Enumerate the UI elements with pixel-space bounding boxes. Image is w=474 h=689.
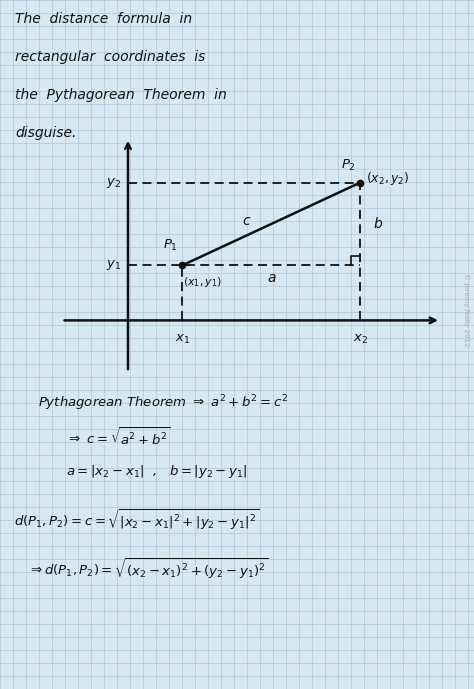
Text: $d(P_1, P_2) = c = \sqrt{|x_2 - x_1|^2 + |y_2 - y_1|^2}$: $d(P_1, P_2) = c = \sqrt{|x_2 - x_1|^2 +… xyxy=(14,508,259,533)
Text: $P_1$: $P_1$ xyxy=(164,238,179,254)
Text: Pythagorean Theorem $\Rightarrow$ $a^2 + b^2 = c^2$: Pythagorean Theorem $\Rightarrow$ $a^2 +… xyxy=(38,393,288,413)
Text: $b$: $b$ xyxy=(373,216,383,232)
Text: $y_2$: $y_2$ xyxy=(106,176,121,189)
Text: $P_2$: $P_2$ xyxy=(341,158,356,172)
Text: $(x_1, y_1)$: $(x_1, y_1)$ xyxy=(183,276,223,289)
Text: rectangular  coordinates  is: rectangular coordinates is xyxy=(15,50,205,64)
Text: $(x_2, y_2)$: $(x_2, y_2)$ xyxy=(366,170,410,187)
Text: $x_2$: $x_2$ xyxy=(353,333,368,347)
Text: $c$: $c$ xyxy=(242,214,251,228)
Text: © Jeremy Nally 2012: © Jeremy Nally 2012 xyxy=(463,274,469,347)
Text: $a = |x_2 - x_1|$  ,   $b = |y_2 - y_1|$: $a = |x_2 - x_1|$ , $b = |y_2 - y_1|$ xyxy=(66,464,248,480)
Text: $a$: $a$ xyxy=(266,271,276,285)
Text: disguise.: disguise. xyxy=(15,126,76,140)
Text: $\Rightarrow d(P_1, P_2) = \sqrt{(x_2 - x_1)^2 + (y_2 - y_1)^2}$: $\Rightarrow d(P_1, P_2) = \sqrt{(x_2 - … xyxy=(28,556,269,581)
Text: $x_1$: $x_1$ xyxy=(175,333,190,347)
Text: $y_1$: $y_1$ xyxy=(106,258,121,272)
Text: $\Rightarrow$ $c = \sqrt{a^2 + b^2}$: $\Rightarrow$ $c = \sqrt{a^2 + b^2}$ xyxy=(66,427,171,448)
Text: The  distance  formula  in: The distance formula in xyxy=(15,12,192,26)
Text: the  Pythagorean  Theorem  in: the Pythagorean Theorem in xyxy=(15,88,227,102)
